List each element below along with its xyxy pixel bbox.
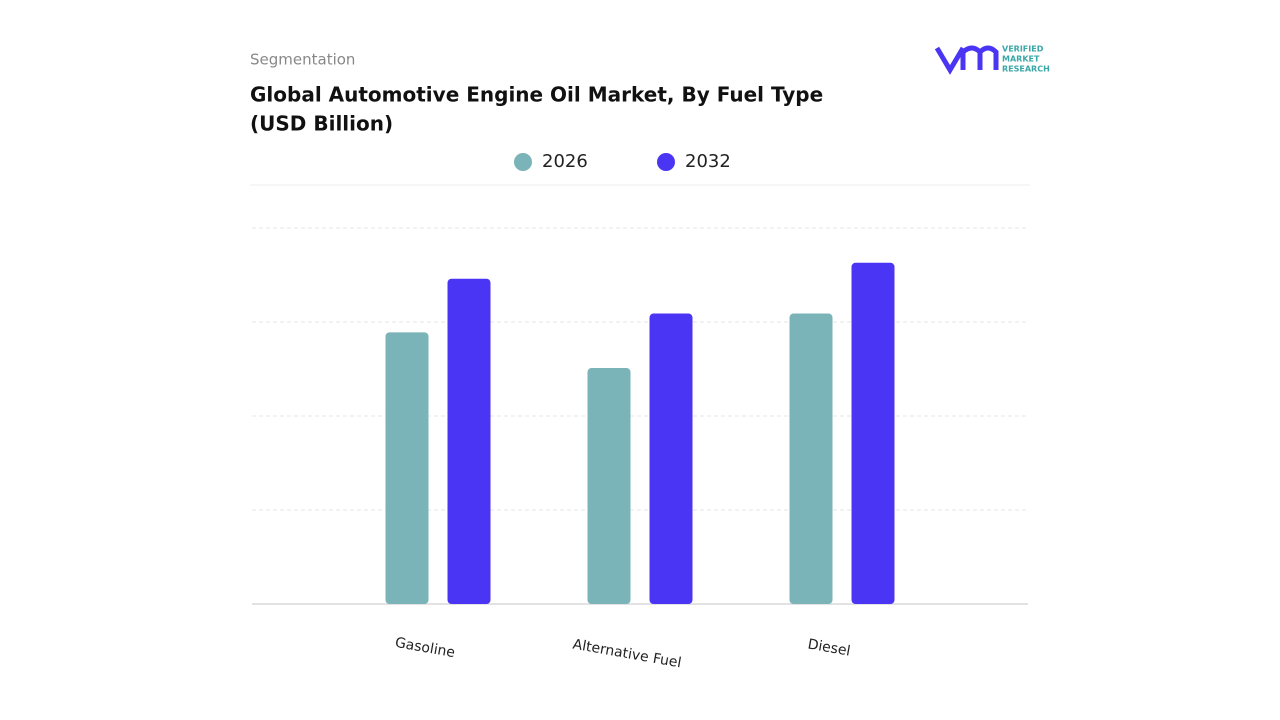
x-tick-label: Gasoline xyxy=(394,635,456,661)
logo-text: MARKET xyxy=(1002,55,1040,64)
section-label: Segmentation xyxy=(250,51,355,69)
legend-label: 2032 xyxy=(685,151,731,172)
legend-label: 2026 xyxy=(542,151,588,172)
chart-subtitle: (USD Billion) xyxy=(250,112,393,136)
logo: VERIFIED MARKET RESEARCH xyxy=(934,45,1050,75)
bar xyxy=(649,313,693,604)
bar xyxy=(587,368,631,604)
logo-text: VERIFIED xyxy=(1002,45,1044,54)
logo-mark xyxy=(934,45,999,75)
legend-swatch xyxy=(657,153,675,171)
bar xyxy=(789,313,833,604)
legend-swatch xyxy=(514,153,532,171)
logo-text: RESEARCH xyxy=(1002,65,1050,74)
bar xyxy=(447,278,491,604)
x-tick-label: Alternative Fuel xyxy=(571,637,682,672)
chart-title: Global Automotive Engine Oil Market, By … xyxy=(250,83,823,107)
x-tick-label: Diesel xyxy=(806,636,851,659)
bar xyxy=(851,262,895,604)
bar xyxy=(385,332,429,604)
